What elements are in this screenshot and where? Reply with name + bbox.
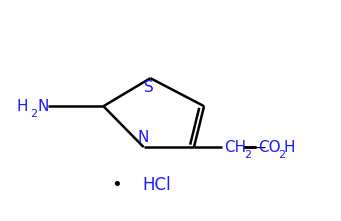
Text: CO: CO <box>258 140 280 155</box>
Text: H: H <box>16 99 28 114</box>
Text: 2: 2 <box>243 150 251 160</box>
Text: •: • <box>112 176 122 194</box>
Text: HCl: HCl <box>142 176 170 194</box>
Text: N: N <box>138 130 149 145</box>
Text: CH: CH <box>224 140 246 155</box>
Text: 2: 2 <box>30 109 38 119</box>
Text: —: — <box>250 140 265 155</box>
Text: 2: 2 <box>278 150 285 160</box>
Text: H: H <box>284 140 295 155</box>
Text: S: S <box>144 80 153 95</box>
Text: N: N <box>38 99 49 114</box>
